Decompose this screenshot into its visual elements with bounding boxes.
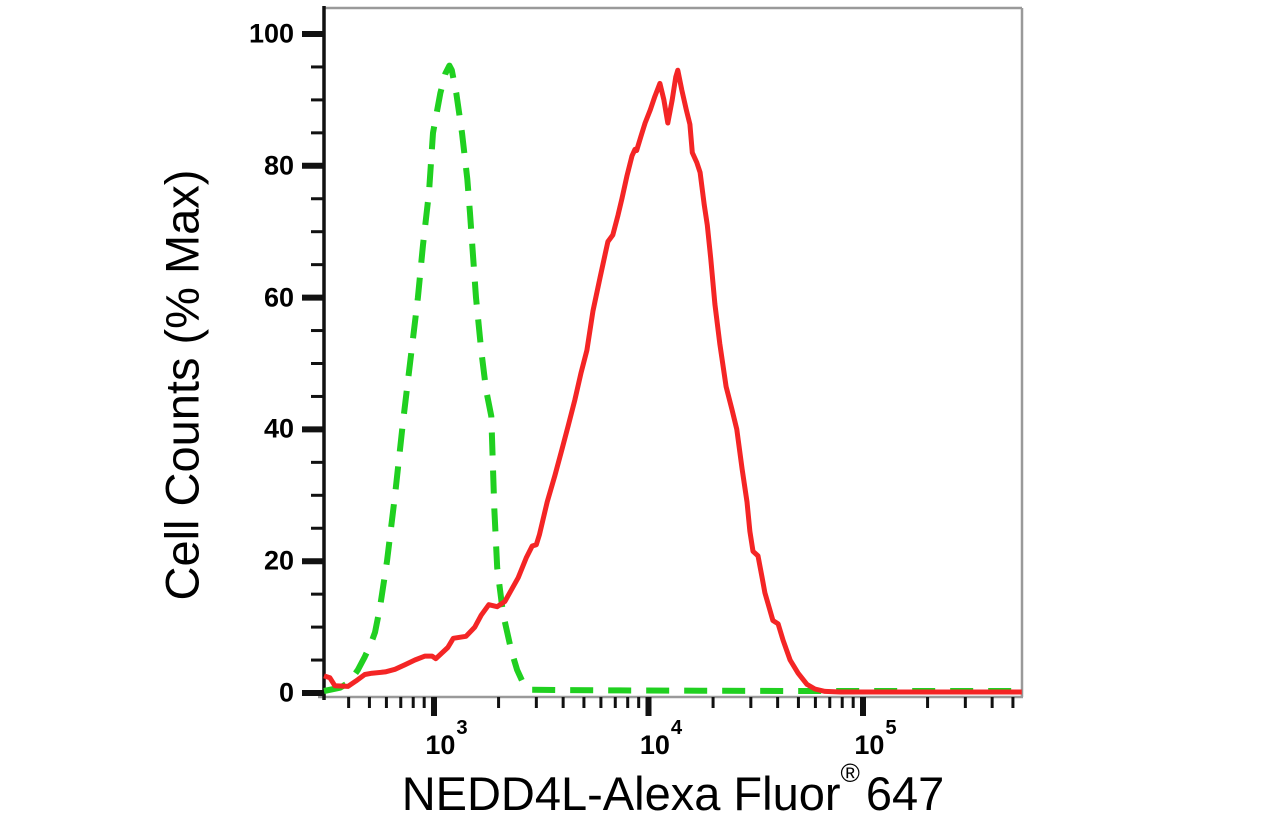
registered-trademark-symbol: ® [840,757,860,788]
x-tick-label-10e5: 105 [854,716,897,760]
y-tick-label-40: 40 [263,413,294,444]
y-tick-label-0: 0 [278,677,294,708]
y-tick-label-60: 60 [263,282,294,313]
y-tick-label-80: 80 [263,150,294,181]
series-isotype-control [323,62,1022,694]
x-tick-label-10e4: 104 [639,716,683,760]
y-axis-title: Cell Counts (% Max) [155,169,209,601]
y-tick-label-20: 20 [263,545,294,576]
x-axis-title: NEDD4L-Alexa Fluor® 647 [401,758,945,821]
x-axis-title-suffix: 647 [865,767,945,820]
series-NEDD4L-Alexa-Fluor-647 [323,67,1022,695]
x-axis-title-main: NEDD4L-Alexa Fluor [401,767,841,820]
y-tick-label-100: 100 [248,18,294,49]
x-tick-label-10e3: 103 [425,716,468,760]
